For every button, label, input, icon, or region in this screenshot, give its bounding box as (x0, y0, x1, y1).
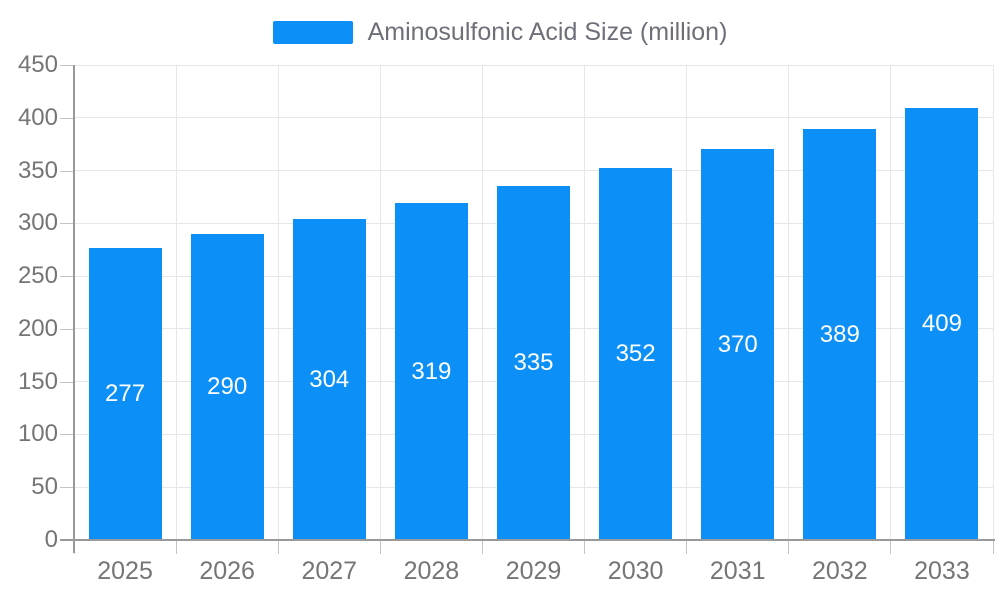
bar-value-label: 290 (207, 372, 248, 400)
bar[interactable]: 370 (701, 149, 775, 540)
x-axis-label: 2027 (301, 557, 358, 585)
bar-value-label: 409 (921, 310, 962, 338)
y-axis-label: 450 (17, 51, 58, 78)
bar[interactable]: 389 (803, 129, 877, 540)
v-gridline (175, 65, 177, 540)
bar-value-label: 277 (105, 379, 146, 407)
legend[interactable]: Aminosulfonic Acid Size (million) (0, 16, 1000, 48)
x-axis-line (60, 539, 995, 541)
legend-swatch (272, 20, 353, 44)
bar-value-label: 304 (309, 365, 350, 393)
y-axis-tick (60, 276, 73, 278)
bar[interactable]: 335 (497, 186, 570, 540)
v-gridline (788, 65, 790, 540)
x-axis-tick (584, 541, 586, 554)
y-axis-label: 50 (31, 473, 58, 501)
y-axis-label: 400 (17, 103, 58, 131)
h-gridline (74, 170, 993, 172)
y-axis-label: 150 (17, 367, 58, 395)
bar[interactable]: 352 (599, 168, 673, 540)
x-axis-tick (277, 541, 279, 554)
y-axis-label: 350 (17, 156, 58, 184)
y-axis-tick (60, 117, 73, 119)
x-axis-label: 2032 (812, 557, 868, 585)
bar[interactable]: 304 (292, 219, 366, 540)
x-axis-tick (481, 541, 483, 554)
v-gridline (890, 65, 892, 540)
y-axis-line (73, 65, 75, 553)
v-gridline (686, 65, 688, 540)
x-axis-label: 2029 (505, 557, 562, 585)
x-axis-tick (788, 541, 790, 554)
x-axis-label: 2031 (709, 557, 766, 585)
v-gridline (379, 65, 381, 540)
y-axis-label: 300 (17, 209, 58, 237)
bar[interactable]: 409 (905, 108, 979, 540)
h-gridline (74, 64, 993, 66)
y-axis-label: 250 (17, 262, 58, 290)
x-axis-label: 2030 (607, 557, 664, 585)
v-gridline (277, 65, 279, 540)
v-gridline (481, 65, 483, 540)
legend-label: Aminosulfonic Acid Size (million) (367, 18, 728, 46)
y-axis-tick (60, 487, 73, 489)
h-gridline (74, 117, 993, 119)
bar-value-label: 319 (411, 357, 452, 385)
bar[interactable]: 319 (394, 203, 468, 540)
x-axis-tick (175, 541, 177, 554)
x-axis-label: 2033 (914, 557, 970, 585)
x-axis-label: 2028 (403, 557, 460, 585)
y-axis-tick (60, 65, 73, 66)
y-axis-label: 0 (44, 526, 58, 553)
x-axis-tick (992, 541, 994, 554)
bar[interactable]: 277 (88, 247, 162, 540)
y-axis-tick (60, 434, 73, 436)
y-axis-tick (60, 223, 73, 225)
y-axis-tick (60, 381, 73, 383)
v-gridline (584, 65, 586, 540)
bar-value-label: 389 (819, 320, 860, 348)
bar-value-label: 352 (615, 340, 656, 368)
y-axis-tick (60, 170, 73, 172)
x-axis-tick (890, 541, 892, 554)
y-axis-label: 200 (17, 314, 58, 342)
y-axis-label: 100 (17, 420, 58, 448)
plot-area: 277 290 304 319 335 352 370 389 409 (74, 64, 994, 540)
x-axis-tick (686, 541, 688, 554)
v-gridline (992, 65, 994, 540)
x-axis-label: 2025 (97, 557, 153, 585)
x-axis-tick (379, 541, 381, 554)
bar-value-label: 335 (513, 349, 554, 377)
y-axis-tick (60, 328, 73, 330)
bar[interactable]: 290 (190, 233, 264, 540)
x-axis-label: 2026 (199, 557, 255, 585)
bar-value-label: 370 (717, 330, 758, 358)
